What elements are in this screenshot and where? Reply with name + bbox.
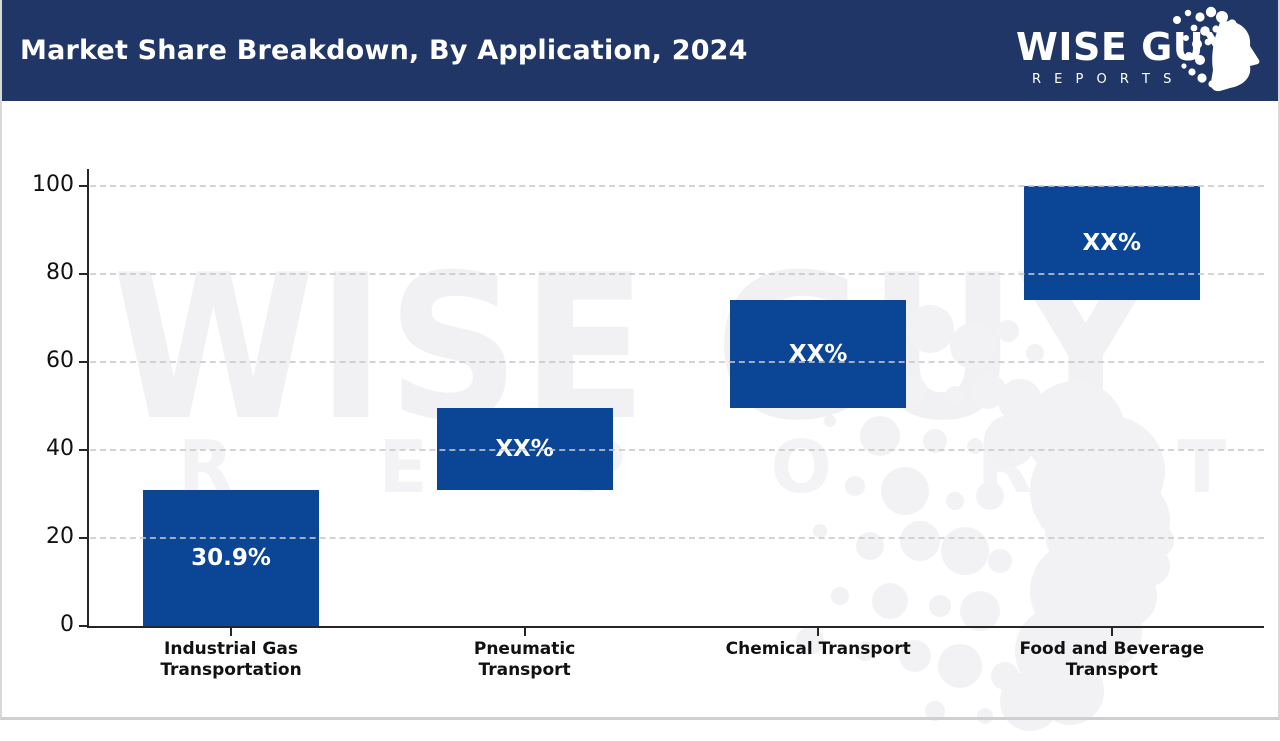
- chart-area: WISE GUY R E P O R T S: [0, 101, 1280, 720]
- y-tick-60: [79, 361, 87, 363]
- category-label-line: Transport: [962, 660, 1262, 681]
- y-tick-20: [79, 537, 87, 539]
- logo-text-reports: R E P O R T S: [1032, 72, 1176, 87]
- x-tick-4: [1111, 628, 1113, 636]
- category-label: Chemical Transport: [668, 639, 968, 660]
- category-label-line: Food and Beverage: [962, 639, 1262, 660]
- category-label-line: Chemical Transport: [668, 639, 968, 660]
- bar-2: XX%: [437, 408, 613, 489]
- bar-value-label: XX%: [1083, 230, 1142, 256]
- y-tick-100: [79, 185, 87, 187]
- y-tick-40: [79, 449, 87, 451]
- y-axis-line: [87, 169, 89, 628]
- y-tick-label-60: 60: [4, 348, 74, 373]
- bar-3: XX%: [730, 300, 906, 409]
- y-tick-label-0: 0: [4, 612, 74, 637]
- y-tick-label-80: 80: [4, 260, 74, 285]
- bar-1: 30.9%: [143, 490, 319, 626]
- y-tick-label-40: 40: [4, 436, 74, 461]
- x-tick-2: [524, 628, 526, 636]
- wise-guy-reports-logo: WISE GUY R E P O R T S: [1014, 4, 1266, 98]
- bar-value-label: XX%: [789, 341, 848, 367]
- y-tick-label-20: 20: [4, 524, 74, 549]
- y-tick-80: [79, 273, 87, 275]
- bar-4: XX%: [1024, 186, 1200, 300]
- category-label-line: Industrial Gas: [81, 639, 381, 660]
- chart-title: Market Share Breakdown, By Application, …: [0, 35, 748, 66]
- y-tick-0: [79, 625, 87, 627]
- x-tick-1: [230, 628, 232, 636]
- category-label-line: Transportation: [81, 660, 381, 681]
- x-tick-3: [817, 628, 819, 636]
- bar-value-label: 30.9%: [191, 545, 271, 571]
- header-banner: Market Share Breakdown, By Application, …: [0, 0, 1280, 101]
- y-tick-label-100: 100: [4, 172, 74, 197]
- x-axis-line: [87, 626, 1264, 628]
- category-label-line: Pneumatic: [375, 639, 675, 660]
- bar-value-label: XX%: [495, 436, 554, 462]
- category-label-line: Transport: [375, 660, 675, 681]
